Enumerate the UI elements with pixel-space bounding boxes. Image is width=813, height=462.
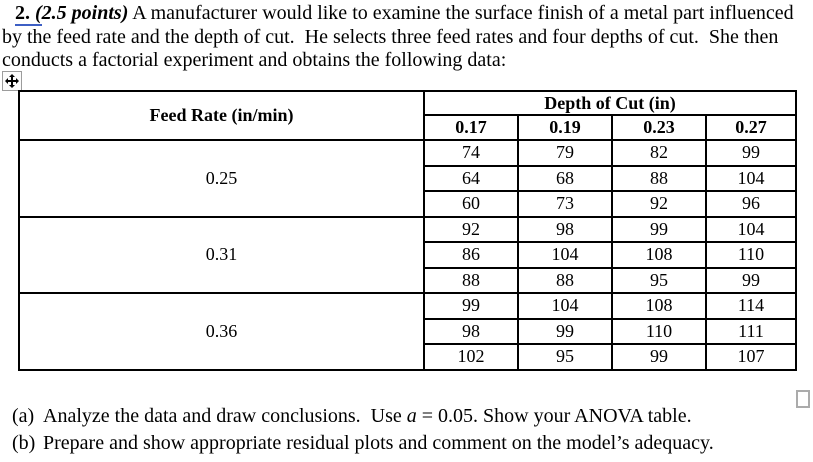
intro-line3: conducts a factorial experiment and obta… xyxy=(2,49,507,71)
table-row: 98 99 110 111 xyxy=(19,317,797,345)
question-b: (b) Prepare and show appropriate residua… xyxy=(12,430,807,457)
data-cell: 95 xyxy=(517,343,613,371)
table-resize-handle[interactable] xyxy=(796,390,810,408)
problem-number: 2. xyxy=(15,2,35,26)
data-cell: 64 xyxy=(423,164,519,192)
data-cell: 96 xyxy=(705,190,797,218)
data-cell: 82 xyxy=(611,139,707,167)
data-cell: 73 xyxy=(517,190,613,218)
table-row: 60 73 92 96 xyxy=(19,190,797,218)
question-a-text: Analyze the data and draw conclusions. U… xyxy=(43,405,692,427)
question-b-text: Prepare and show appropriate residual pl… xyxy=(43,432,714,454)
table-row: 102 95 99 107 xyxy=(19,343,797,371)
problem-statement: 2. (2.5 points) A manufacturer would lik… xyxy=(2,2,808,73)
table-row: 0.36 99 104 108 114 xyxy=(18,292,797,371)
data-cell: 110 xyxy=(611,317,707,345)
data-cell: 114 xyxy=(705,292,797,320)
depth-level-3: 0.23 xyxy=(611,114,707,141)
data-cell: 98 xyxy=(423,317,519,345)
table-move-handle[interactable] xyxy=(2,71,22,91)
table-row: 86 104 108 110 xyxy=(19,241,797,269)
data-cell: 111 xyxy=(705,317,797,345)
data-cell: 104 xyxy=(517,292,613,320)
data-cell: 92 xyxy=(423,215,519,243)
table-body: 0.25 74 79 82 99 64 68 88 104 60 73 92 96 0.31 92 98 99 1… xyxy=(18,139,797,371)
questions: (a) Analyze the data and draw conclusion… xyxy=(12,403,807,457)
feed-rate-header: Feed Rate (in/min) xyxy=(18,90,425,141)
data-cell: 86 xyxy=(423,241,519,269)
table-header-row-levels: 0.17 0.19 0.23 0.27 xyxy=(19,114,797,141)
question-a-label: (a) xyxy=(12,405,35,427)
data-cell: 107 xyxy=(705,343,797,371)
data-cell: 99 xyxy=(611,343,707,371)
data-cell: 92 xyxy=(611,190,707,218)
data-cell: 108 xyxy=(611,241,707,269)
data-cell: 110 xyxy=(705,241,797,269)
points-label: 2.5 points) xyxy=(41,2,129,24)
data-cell: 99 xyxy=(423,292,519,320)
data-cell: 79 xyxy=(517,139,613,167)
intro-line2: by the feed rate and the depth of cut. H… xyxy=(2,25,779,48)
data-cell: 104 xyxy=(705,164,797,192)
data-cell: 88 xyxy=(517,266,613,294)
data-cell: 99 xyxy=(705,266,797,294)
alpha-symbol: a xyxy=(406,405,417,427)
data-cell: 99 xyxy=(611,215,707,243)
points-open-paren: ( xyxy=(35,2,42,26)
data-cell: 104 xyxy=(705,215,797,243)
table-row: 64 68 88 104 xyxy=(19,164,797,192)
data-cell: 74 xyxy=(423,139,519,167)
data-cell: 102 xyxy=(423,343,519,371)
factorial-data-table: Feed Rate (in/min) Depth of Cut (in) 0.1… xyxy=(18,90,797,371)
data-cell: 104 xyxy=(517,241,613,269)
feed-rate-cell: 0.25 xyxy=(18,139,425,218)
data-cell: 88 xyxy=(423,266,519,294)
data-cell: 98 xyxy=(517,215,613,243)
data-cell: 88 xyxy=(611,164,707,192)
move-icon xyxy=(5,74,19,88)
data-cell: 99 xyxy=(517,317,613,345)
data-cell: 60 xyxy=(423,190,519,218)
data-cell: 99 xyxy=(705,139,797,167)
depth-level-4: 0.27 xyxy=(705,114,797,141)
table-row: 0.25 74 79 82 99 xyxy=(18,139,797,218)
data-cell: 68 xyxy=(517,164,613,192)
depth-level-1: 0.17 xyxy=(423,114,519,141)
data-cell: 108 xyxy=(611,292,707,320)
depth-of-cut-header: Depth of Cut (in) xyxy=(423,90,797,116)
intro-line1: A manufacturer would like to examine the… xyxy=(128,2,794,24)
question-a: (a) Analyze the data and draw conclusion… xyxy=(12,403,807,430)
table-row: 0.31 92 98 99 104 xyxy=(18,215,797,294)
data-cell: 95 xyxy=(611,266,707,294)
table-header-row-group: Feed Rate (in/min) Depth of Cut (in) xyxy=(18,90,797,141)
question-b-label: (b) xyxy=(12,432,36,454)
feed-rate-cell: 0.36 xyxy=(18,292,425,371)
feed-rate-cell: 0.31 xyxy=(18,215,425,294)
depth-level-2: 0.19 xyxy=(517,114,613,141)
